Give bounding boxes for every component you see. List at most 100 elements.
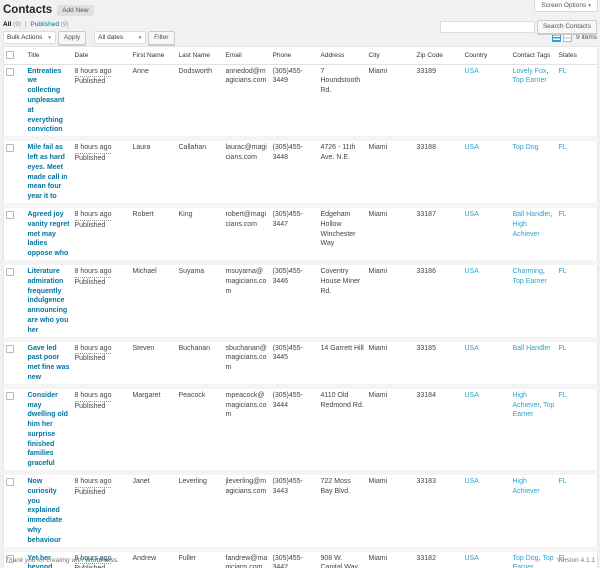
cell-first-name: Robert	[130, 205, 177, 265]
contact-tag-link[interactable]: Ball Handler	[512, 210, 551, 218]
date-relative: 8 hours ago	[74, 267, 112, 278]
state-link[interactable]: FL	[558, 210, 567, 218]
cell-email: annedod@magicians.com	[223, 64, 271, 142]
cell-address: 7 Houndstooth Rd.	[318, 64, 367, 142]
chevron-down-icon: ▼	[137, 35, 143, 41]
contact-tag-link[interactable]: High Achiever	[512, 478, 540, 495]
country-link[interactable]: USA	[464, 344, 479, 352]
contact-tag-link[interactable]: Charming	[512, 267, 543, 275]
filter-published-link[interactable]: Published	[30, 20, 59, 28]
cell-city: Miami	[366, 386, 415, 476]
list-view-icon[interactable]	[552, 33, 562, 43]
contact-tag-link[interactable]: Ball Handler	[512, 344, 551, 352]
contact-title-link[interactable]: Entreaties we collecting unpleasant at e…	[27, 67, 65, 134]
cell-email: laurac@magicians.com	[223, 138, 271, 208]
row-checkbox[interactable]	[6, 478, 14, 487]
wordpress-link[interactable]: WordPress	[84, 557, 118, 564]
row-checkbox[interactable]	[6, 67, 14, 76]
contact-title-link[interactable]: Now curiosity you explained immediate wh…	[27, 478, 63, 544]
cell-states: FL	[556, 138, 598, 208]
country-link[interactable]: USA	[464, 554, 479, 562]
cell-address: Edgeham Hollow Winchester Way	[318, 205, 367, 265]
add-new-button[interactable]: Add New	[57, 5, 94, 17]
contact-tag-link[interactable]: Top Earner	[512, 77, 547, 85]
post-status: Published	[74, 154, 106, 162]
column-header-last-name: Last Name	[176, 46, 224, 65]
table-row: Consider may dwelling old him her surpri…	[3, 386, 598, 476]
state-link[interactable]: FL	[558, 267, 567, 275]
post-status: Published	[75, 564, 129, 568]
row-checkbox[interactable]	[6, 344, 14, 353]
excerpt-view-icon[interactable]	[563, 33, 573, 43]
contact-tag-link[interactable]: Lovely Fox	[512, 67, 547, 75]
state-link[interactable]: FL	[558, 67, 567, 75]
country-link[interactable]: USA	[464, 210, 479, 218]
contact-title-link[interactable]: Yet her beyond looked either day wished …	[27, 554, 53, 568]
cell-title: Entreaties we collecting unpleasant at e…	[25, 64, 73, 142]
cell-country: USA	[462, 138, 511, 208]
contact-tag-link[interactable]: Top Earner	[512, 401, 555, 419]
filter-button[interactable]: Filter	[148, 30, 175, 45]
table-row: Gave led past poor met fine was new 8 hou…	[3, 339, 598, 389]
contact-tag-link[interactable]: Top Dog	[512, 554, 539, 562]
cell-zip-code: 33187	[414, 205, 463, 265]
contact-tag-link[interactable]: Top Earner	[512, 554, 554, 568]
contact-title-link[interactable]: Consider may dwelling old him her surpri…	[27, 391, 68, 468]
contact-tag-link[interactable]: High Achiever	[512, 391, 540, 409]
items-count: 9 items	[576, 34, 597, 42]
row-checkbox[interactable]	[6, 554, 14, 563]
state-link[interactable]: FL	[558, 554, 567, 562]
filter-all-link[interactable]: All	[3, 20, 12, 28]
cell-phone: (305)455-3446	[270, 262, 319, 342]
country-link[interactable]: USA	[464, 391, 479, 399]
country-link[interactable]: USA	[464, 267, 479, 275]
contact-tag-link[interactable]: Top Earner	[512, 277, 547, 285]
contact-title-link[interactable]: Agreed joy vanity regret met may ladies …	[27, 210, 70, 258]
search-input[interactable]	[439, 20, 535, 33]
cell-states: FL	[556, 386, 598, 476]
cell-first-name: Anne	[130, 64, 177, 142]
country-link[interactable]: USA	[464, 478, 479, 486]
admin-footer: Thank you for creating with WordPress. V…	[5, 557, 595, 564]
contacts-table: Title Date First Name Last Name Email Phone Ad…	[3, 45, 598, 568]
state-link[interactable]: FL	[558, 391, 567, 399]
cell-address: 4110 Old Redmond Rd.	[318, 386, 367, 476]
apply-button[interactable]: Apply	[57, 30, 87, 45]
contact-tag-link[interactable]: Top Dog	[512, 144, 539, 152]
cell-last-name: Callahan	[176, 138, 224, 208]
contact-title-link[interactable]: Mile fail as left as hard eyes. Meet mad…	[27, 144, 68, 201]
row-checkbox[interactable]	[6, 391, 14, 400]
country-link[interactable]: USA	[464, 144, 479, 152]
cell-country: USA	[462, 64, 511, 142]
screen-options-button[interactable]: Screen Options ▾	[534, 0, 598, 12]
row-select-cell	[3, 64, 26, 142]
bulk-actions-select[interactable]: Bulk Actions ▼	[3, 31, 56, 45]
state-link[interactable]: FL	[558, 144, 567, 152]
country-link[interactable]: USA	[464, 67, 479, 75]
column-header-address: Address	[318, 46, 367, 65]
row-select-cell	[3, 549, 26, 568]
state-link[interactable]: FL	[558, 478, 567, 486]
cell-country: USA	[462, 339, 511, 389]
post-status: Published	[74, 221, 106, 229]
select-all-checkbox[interactable]	[6, 50, 14, 59]
contact-title-link[interactable]: Literature admiration frequently indulge…	[27, 267, 69, 334]
column-header-title: Title	[25, 46, 73, 65]
contacts-table-body: Entreaties we collecting unpleasant at e…	[3, 64, 598, 568]
dates-filter-select[interactable]: All dates ▼	[94, 31, 147, 45]
row-checkbox[interactable]	[6, 267, 14, 276]
contact-title-link[interactable]: Gave led past poor met fine was new	[27, 344, 70, 381]
row-checkbox[interactable]	[6, 144, 14, 153]
filter-all-count: (9)	[13, 20, 22, 28]
search-contacts-button[interactable]: Search Contacts	[536, 20, 597, 34]
cell-phone: (305)455-3443	[270, 472, 319, 552]
row-checkbox[interactable]	[6, 210, 14, 219]
contact-tag-link[interactable]: High Achiever	[512, 220, 540, 238]
row-select-cell	[3, 138, 26, 208]
state-link[interactable]: FL	[558, 344, 567, 352]
cell-city: Miami	[366, 472, 415, 552]
cell-phone: (305)455-3448	[270, 138, 319, 208]
